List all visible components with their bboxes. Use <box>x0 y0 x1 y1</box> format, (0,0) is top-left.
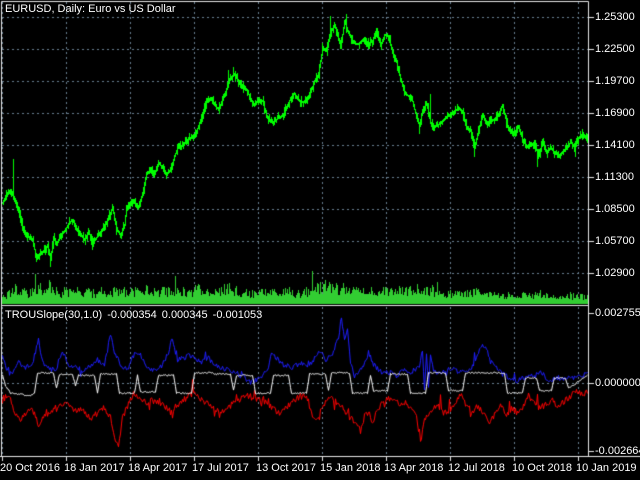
price-axis-label: 1.16900 <box>595 107 635 119</box>
indicator-axis-label: 0.002755 <box>595 307 640 319</box>
price-axis-label: 1.11300 <box>595 171 634 183</box>
date-axis-label: 13 Oct 2017 <box>256 462 316 474</box>
date-axis-label: 15 Jan 2018 <box>320 462 381 474</box>
indicator-value-2: 0.000345 <box>161 309 208 321</box>
date-axis-label: 20 Oct 2016 <box>0 462 60 474</box>
date-axis-label: 10 Jan 2019 <box>576 462 637 474</box>
date-axis-label: 18 Jan 2017 <box>64 462 125 474</box>
price-axis-label: 1.22500 <box>595 43 635 55</box>
indicator-name: TROUSlope(30,1.0) <box>5 309 103 321</box>
price-axis-label: 1.02900 <box>595 267 635 279</box>
indicator-axis-label: 0.000000 <box>595 377 640 389</box>
price-axis-label: 1.08500 <box>595 203 635 215</box>
price-axis-label: 1.19700 <box>595 75 635 87</box>
date-axis-label: 17 Jul 2017 <box>192 462 249 474</box>
indicator-value-3: -0.001053 <box>212 309 263 321</box>
date-axis-label: 10 Oct 2018 <box>512 462 572 474</box>
date-axis-label: 13 Apr 2018 <box>384 462 444 474</box>
chart-title: EURUSD, Daily: Euro vs US Dollar <box>5 3 176 15</box>
price-axis-label: 1.25300 <box>595 11 635 23</box>
price-axis-label: 1.05700 <box>595 235 635 247</box>
indicator-axis-label: -0.002664 <box>595 445 640 457</box>
date-axis-label: 18 Apr 2017 <box>128 462 188 474</box>
indicator-value-1: -0.000354 <box>107 309 157 321</box>
indicator-label: TROUSlope(30,1.0) -0.000354 0.000345 -0.001… <box>5 309 262 321</box>
date-axis-label: 12 Jul 2018 <box>448 462 505 474</box>
price-axis-label: 1.14100 <box>595 139 635 151</box>
